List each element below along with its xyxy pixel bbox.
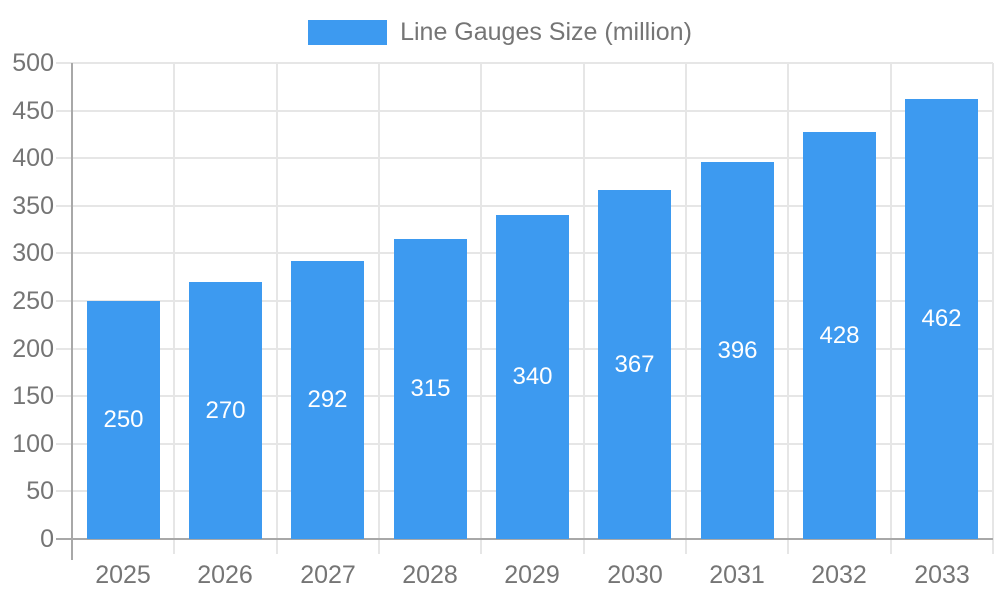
bar-value-label: 340 [512, 363, 553, 390]
x-axis-tick-label: 2026 [197, 561, 253, 589]
bar[interactable] [598, 190, 671, 539]
y-axis-tick-label: 500 [12, 49, 54, 77]
bar[interactable] [189, 282, 262, 539]
bar-value-label: 462 [921, 305, 962, 332]
x-axis-tick-label: 2030 [607, 561, 663, 589]
legend-label: Line Gauges Size (million) [400, 18, 692, 46]
y-axis-tick-label: 350 [12, 191, 54, 220]
x-axis-tick-label: 2033 [914, 561, 970, 589]
x-gridline [378, 63, 380, 554]
bar-value-label: 315 [410, 375, 451, 402]
bar-value-label: 250 [103, 406, 144, 433]
bar-value-label: 367 [614, 351, 655, 378]
legend[interactable]: Line Gauges Size (million) [0, 18, 1000, 47]
bar[interactable] [701, 162, 774, 539]
y-axis-tick-label: 250 [12, 287, 54, 315]
x-gridline [582, 63, 585, 554]
x-gridline [889, 63, 892, 554]
y-axis-line [71, 63, 73, 560]
x-gridline [173, 63, 176, 554]
y-axis-tick-label: 200 [12, 334, 54, 363]
bar[interactable] [905, 99, 978, 539]
bar-value-label: 270 [205, 397, 246, 424]
y-gridline [56, 157, 993, 160]
bar[interactable] [291, 261, 364, 539]
x-gridline [992, 63, 994, 554]
y-axis-tick-label: 400 [12, 144, 54, 173]
bar-value-label: 396 [717, 337, 758, 364]
x-axis-line [56, 538, 993, 540]
x-axis-tick-label: 2031 [709, 561, 765, 589]
y-gridline [56, 109, 993, 112]
x-gridline [275, 63, 278, 554]
x-axis-tick-label: 2032 [811, 561, 867, 589]
x-axis-tick-label: 2029 [504, 561, 560, 589]
x-gridline [787, 63, 790, 554]
y-axis-tick-label: 450 [12, 96, 54, 125]
y-axis-tick-label: 50 [26, 477, 54, 506]
y-axis-tick-label: 150 [12, 382, 54, 411]
bar-value-label: 428 [819, 322, 860, 349]
bar[interactable] [803, 132, 876, 539]
x-gridline [480, 63, 483, 554]
bar[interactable] [87, 301, 160, 539]
y-axis-tick-label: 100 [12, 429, 54, 458]
x-axis-tick-label: 2027 [300, 561, 356, 589]
bar[interactable] [496, 215, 569, 539]
y-axis-tick-label: 300 [12, 239, 54, 268]
y-gridline [56, 204, 993, 207]
y-axis-tick-label: 0 [40, 525, 54, 553]
x-axis-tick-label: 2028 [402, 561, 458, 589]
legend-swatch-icon [308, 20, 388, 45]
bar-value-label: 292 [307, 386, 348, 413]
x-gridline [685, 63, 687, 554]
y-gridline [56, 62, 993, 64]
x-axis-tick-label: 2025 [95, 561, 151, 589]
bar[interactable] [394, 239, 467, 539]
